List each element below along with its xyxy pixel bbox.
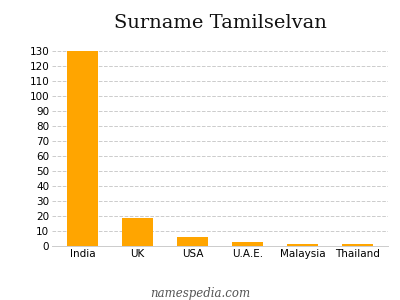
Bar — [67, 51, 98, 246]
Bar — [177, 237, 208, 246]
Text: namespedia.com: namespedia.com — [150, 287, 250, 300]
Title: Surname Tamilselvan: Surname Tamilselvan — [114, 14, 326, 32]
Bar — [342, 244, 373, 246]
Bar — [288, 244, 318, 246]
Bar — [122, 218, 152, 246]
Bar — [232, 242, 263, 246]
